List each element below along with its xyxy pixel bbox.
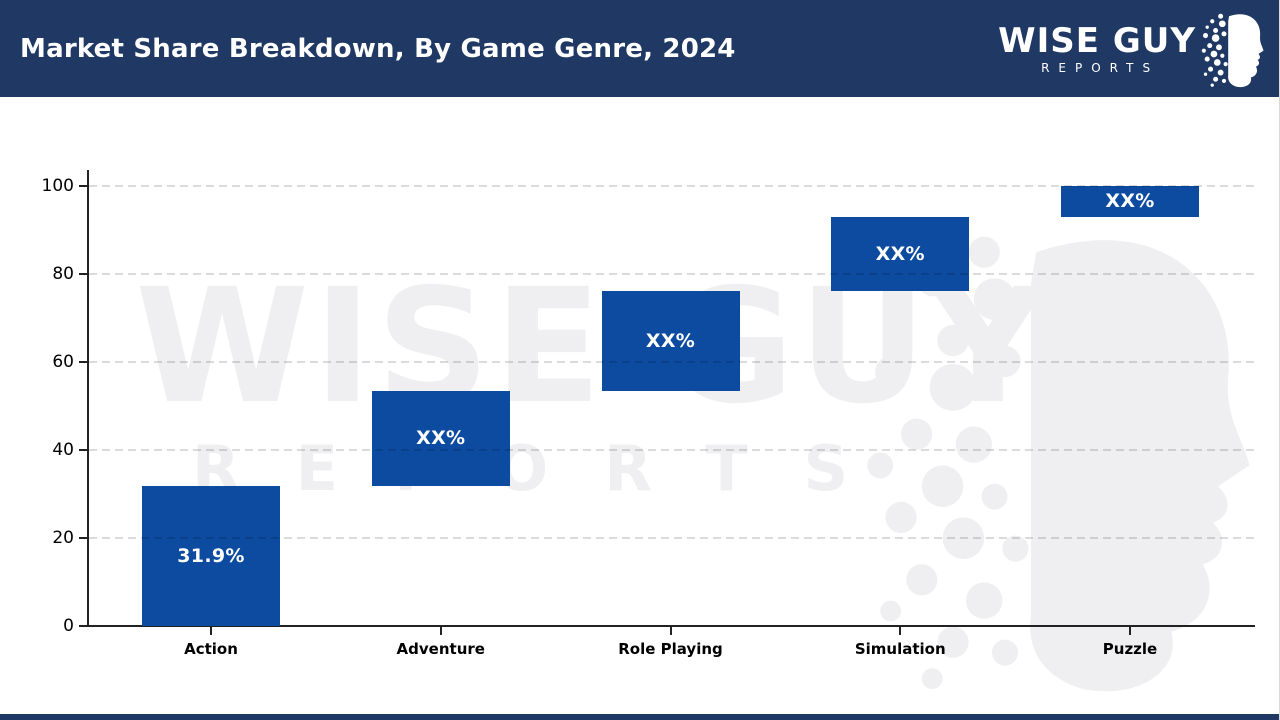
x-category-label: Puzzle — [1102, 640, 1158, 658]
y-tick-100 — [79, 185, 87, 187]
x-axis-line — [87, 625, 1255, 627]
gridline-40 — [89, 449, 1255, 451]
watermark-subtitle: REPORTS — [192, 432, 905, 505]
x-tick-3 — [899, 627, 902, 635]
y-tick-label-80: 80 — [52, 264, 74, 284]
bar-value-label: XX% — [875, 242, 925, 265]
logo-subtitle: REPORTS — [1041, 60, 1160, 75]
y-tick-40 — [79, 449, 87, 451]
x-tick-4 — [1129, 627, 1131, 635]
y-tick-80 — [79, 273, 87, 275]
y-tick-label-60: 60 — [52, 352, 74, 372]
y-tick-20 — [79, 537, 87, 539]
bar-value-label: 31.9% — [177, 544, 245, 567]
gridline-20 — [89, 537, 1255, 539]
logo-wordmark: WISE GUY — [998, 20, 1196, 61]
bar-simulation: XX% — [831, 216, 970, 291]
y-axis-line — [87, 170, 89, 627]
x-category-label: Role Playing — [618, 640, 723, 658]
header-bar: Market Share Breakdown, By Game Genre, 2… — [0, 0, 1279, 97]
bar-adventure: XX% — [371, 390, 510, 486]
x-category-label: Simulation — [854, 640, 946, 658]
gridline-80 — [89, 273, 1255, 275]
y-tick-label-0: 0 — [63, 616, 74, 636]
bar-value-label: XX% — [645, 329, 696, 352]
x-category-label: Action — [184, 640, 238, 658]
y-tick-label-100: 100 — [41, 176, 74, 196]
x-tick-2 — [669, 627, 672, 635]
bar-action: 31.9% — [142, 485, 280, 626]
dotted-head-icon — [1201, 13, 1264, 87]
bar-role-playing: XX% — [601, 290, 740, 391]
y-tick-60 — [79, 361, 87, 363]
footer-bar — [0, 714, 1279, 720]
bar-value-label: XX% — [416, 427, 466, 450]
bar-value-label: XX% — [1105, 190, 1155, 213]
x-tick-1 — [439, 627, 442, 635]
wise-guy-reports-logo: WISE GUY REPORTS — [998, 9, 1266, 89]
bar-puzzle: XX% — [1061, 186, 1199, 217]
y-tick-label-40: 40 — [52, 440, 74, 460]
gridline-60 — [89, 361, 1255, 363]
gridline-100 — [89, 185, 1255, 187]
chart-title: Market Share Breakdown, By Game Genre, 2… — [20, 33, 736, 64]
x-tick-0 — [210, 627, 212, 635]
y-tick-label-20: 20 — [52, 528, 74, 548]
watermark-wordmark: WISE GUY — [135, 255, 1050, 439]
y-tick-0 — [79, 625, 87, 627]
x-category-label: Adventure — [396, 640, 485, 658]
